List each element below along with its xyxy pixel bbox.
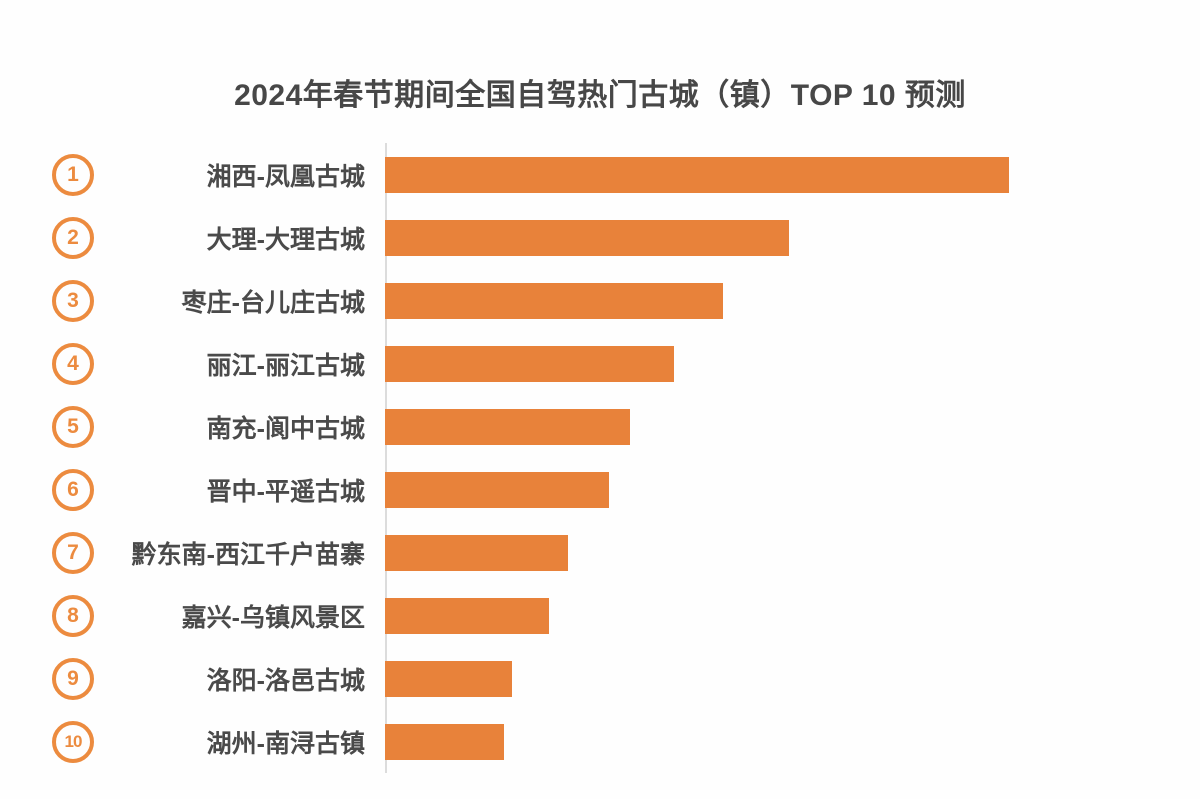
bar-track [385,156,1009,193]
bar [385,597,550,634]
rank-badge: 2 [52,216,94,259]
rank-badge: 9 [52,657,94,700]
chart-title: 2024年春节期间全国自驾热门古城（镇）TOP 10 预测 [234,79,966,112]
category-label: 洛阳-洛邑古城 [206,666,365,695]
rank-badge: 10 [52,720,94,763]
bar-chart: 1 湘西-凤凰古城 2 大理-大理古城 3 枣 [0,143,1200,773]
bar-track [385,219,1009,256]
rank-cell: 9 [0,657,110,700]
rank-cell: 3 [0,279,110,322]
rank-cell: 6 [0,468,110,511]
rank-cell: 1 [0,153,110,196]
chart-row-9: 9 洛阳-洛邑古城 [0,647,1200,710]
bar-track [385,471,1009,508]
bar [385,534,568,571]
bar-track [385,408,1009,445]
category-label: 湘西-凤凰古城 [206,162,365,191]
rank-cell: 4 [0,342,110,385]
category-label: 丽江-丽江古城 [206,351,365,380]
bar [385,219,789,256]
bar [385,408,631,445]
rank-badge: 5 [52,405,94,448]
bar [385,156,1009,193]
rank-cell: 7 [0,531,110,574]
rank-badge: 3 [52,279,94,322]
chart-row-2: 2 大理-大理古城 [0,206,1200,269]
bar [385,282,724,319]
chart-row-1: 1 湘西-凤凰古城 [0,143,1200,206]
bar [385,345,674,382]
category-label: 晋中-平遥古城 [206,477,365,506]
rank-cell: 2 [0,216,110,259]
category-label: 湖州-南浔古镇 [206,729,365,758]
bar-track [385,282,1009,319]
rank-badge: 6 [52,468,94,511]
rank-badge: 4 [52,342,94,385]
rank-cell: 8 [0,594,110,637]
rank-badge: 8 [52,594,94,637]
bar-track [385,345,1009,382]
bar [385,723,505,760]
category-label: 南充-阆中古城 [206,414,365,443]
bar-track [385,723,1009,760]
chart-row-4: 4 丽江-丽江古城 [0,332,1200,395]
category-label: 嘉兴-乌镇风景区 [181,603,365,632]
chart-row-3: 3 枣庄-台儿庄古城 [0,269,1200,332]
rank-badge: 1 [52,153,94,196]
rank-cell: 5 [0,405,110,448]
bar [385,471,610,508]
bar [385,660,513,697]
rank-cell: 10 [0,720,110,763]
bar-track [385,534,1009,571]
bar-track [385,660,1009,697]
axis-baseline [385,143,387,773]
rank-badge: 7 [52,531,94,574]
bar-track [385,597,1009,634]
category-label: 枣庄-台儿庄古城 [181,288,365,317]
chart-row-7: 7 黔东南-西江千户苗寨 [0,521,1200,584]
chart-row-8: 8 嘉兴-乌镇风景区 [0,584,1200,647]
category-label: 大理-大理古城 [206,225,365,254]
category-label: 黔东南-西江千户苗寨 [131,540,365,569]
chart-rows: 1 湘西-凤凰古城 2 大理-大理古城 3 枣 [0,143,1200,773]
chart-row-5: 5 南充-阆中古城 [0,395,1200,458]
chart-row-10: 10 湖州-南浔古镇 [0,710,1200,773]
chart-row-6: 6 晋中-平遥古城 [0,458,1200,521]
